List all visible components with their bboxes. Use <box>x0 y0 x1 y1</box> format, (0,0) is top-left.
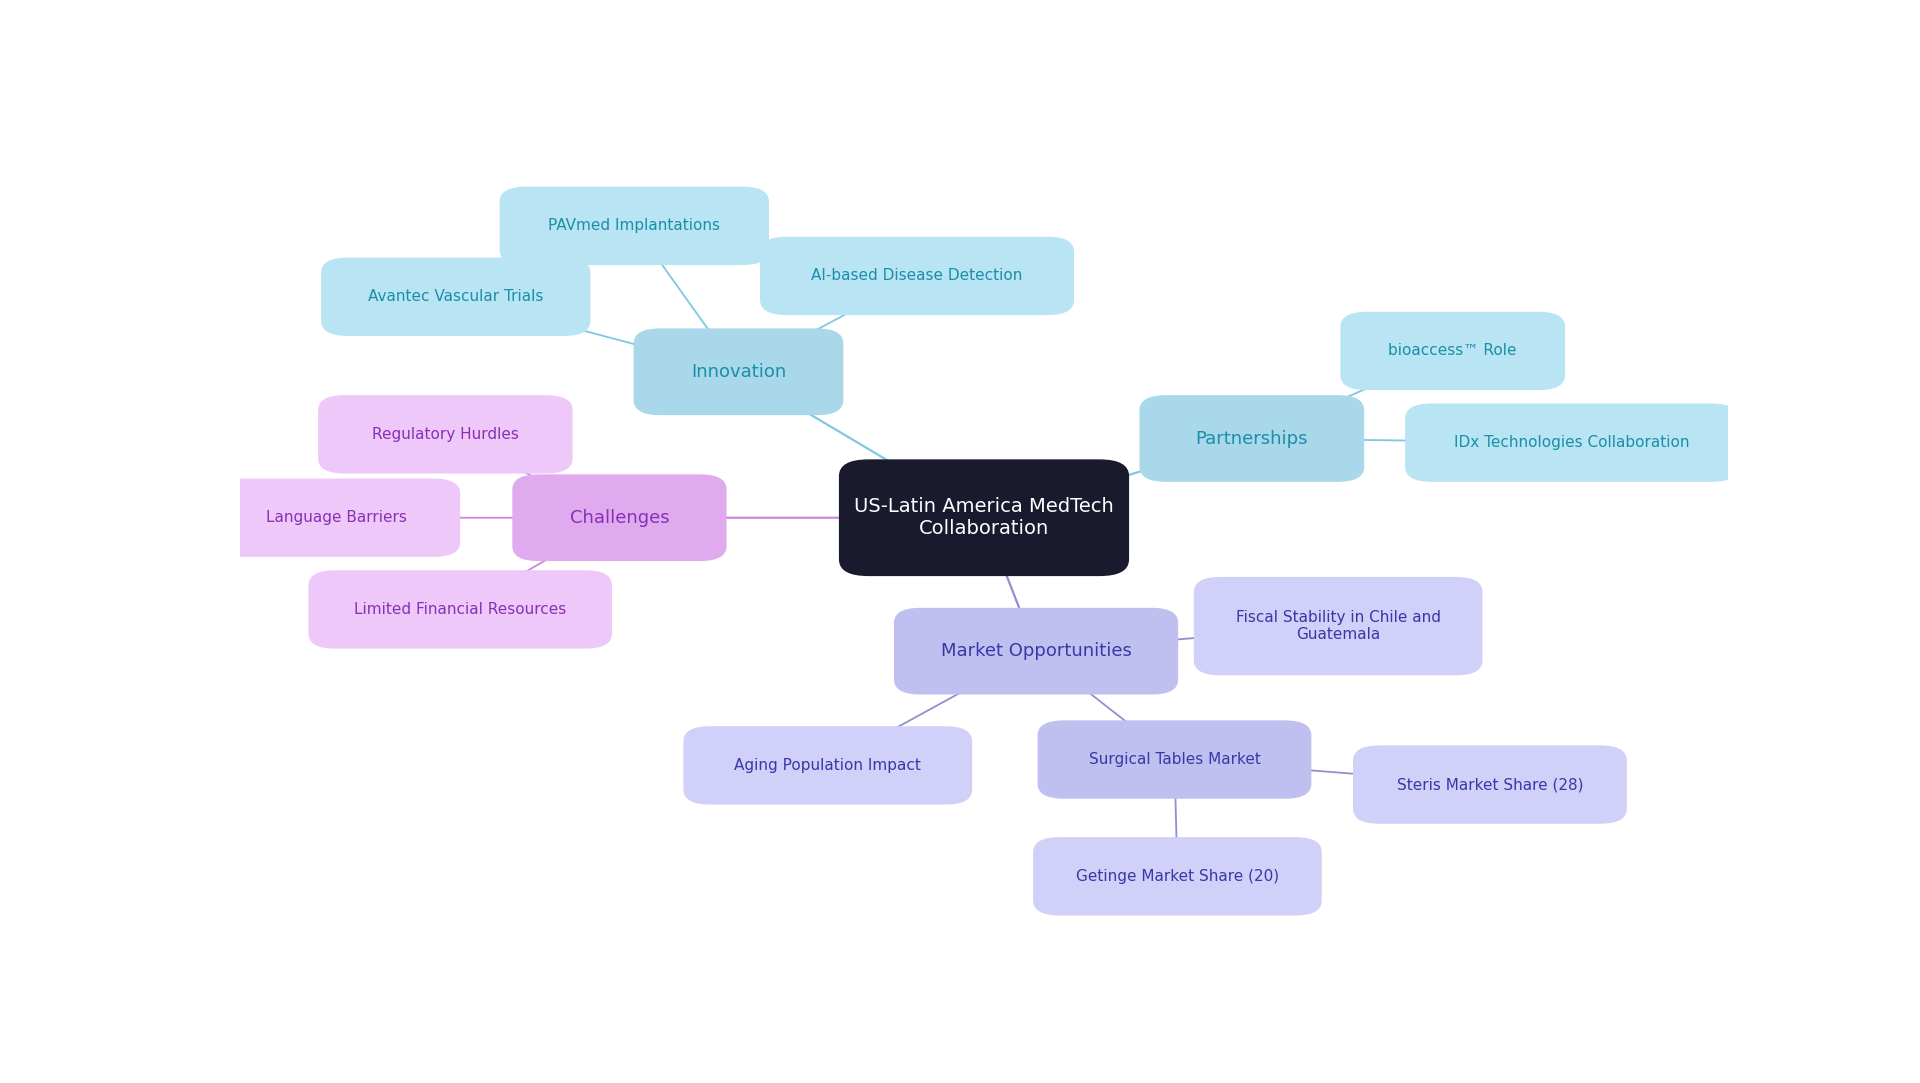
FancyBboxPatch shape <box>1405 404 1738 482</box>
Text: Aging Population Impact: Aging Population Impact <box>733 758 922 773</box>
FancyBboxPatch shape <box>499 186 770 265</box>
Text: Language Barriers: Language Barriers <box>267 510 407 525</box>
FancyBboxPatch shape <box>513 474 726 561</box>
FancyBboxPatch shape <box>684 727 972 805</box>
Text: Steris Market Share (28): Steris Market Share (28) <box>1396 778 1584 792</box>
FancyBboxPatch shape <box>1139 395 1365 482</box>
Text: IDx Technologies Collaboration: IDx Technologies Collaboration <box>1453 435 1690 451</box>
Text: Surgical Tables Market: Surgical Tables Market <box>1089 752 1260 767</box>
FancyBboxPatch shape <box>1194 577 1482 676</box>
Text: Getinge Market Share (20): Getinge Market Share (20) <box>1075 869 1279 884</box>
FancyBboxPatch shape <box>1037 720 1311 799</box>
Text: Regulatory Hurdles: Regulatory Hurdles <box>372 427 518 442</box>
FancyBboxPatch shape <box>760 237 1073 315</box>
Text: US-Latin America MedTech
Collaboration: US-Latin America MedTech Collaboration <box>854 497 1114 538</box>
FancyBboxPatch shape <box>895 608 1179 694</box>
Text: Fiscal Stability in Chile and
Guatemala: Fiscal Stability in Chile and Guatemala <box>1236 610 1440 642</box>
Text: Partnerships: Partnerships <box>1196 430 1308 447</box>
Text: Limited Financial Resources: Limited Financial Resources <box>353 602 566 617</box>
FancyBboxPatch shape <box>1340 312 1565 390</box>
FancyBboxPatch shape <box>321 258 591 336</box>
FancyBboxPatch shape <box>309 571 612 649</box>
Text: PAVmed Implantations: PAVmed Implantations <box>549 219 720 233</box>
Text: AI-based Disease Detection: AI-based Disease Detection <box>812 269 1023 284</box>
Text: bioaccess™ Role: bioaccess™ Role <box>1388 343 1517 358</box>
FancyBboxPatch shape <box>1033 837 1321 915</box>
Text: Challenges: Challenges <box>570 509 670 526</box>
FancyBboxPatch shape <box>634 328 843 415</box>
FancyBboxPatch shape <box>213 479 461 557</box>
Text: Innovation: Innovation <box>691 363 785 381</box>
FancyBboxPatch shape <box>839 459 1129 576</box>
FancyBboxPatch shape <box>319 395 572 473</box>
Text: Market Opportunities: Market Opportunities <box>941 642 1131 661</box>
Text: Avantec Vascular Trials: Avantec Vascular Trials <box>369 289 543 304</box>
FancyBboxPatch shape <box>1354 745 1626 824</box>
